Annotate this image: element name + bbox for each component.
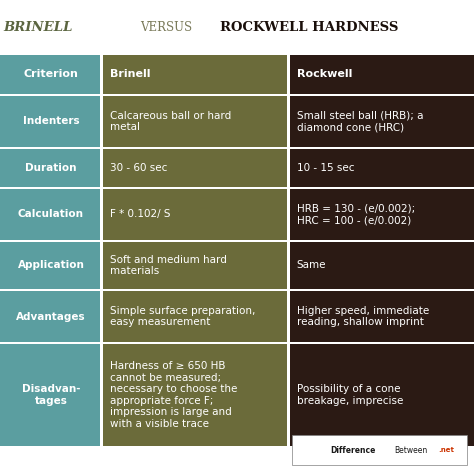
Text: Rockwell: Rockwell — [297, 69, 352, 79]
Bar — [0, 187, 474, 189]
Text: Between: Between — [394, 446, 428, 455]
Text: Application: Application — [18, 260, 84, 271]
Text: Brinell: Brinell — [110, 69, 151, 79]
Text: Hardness of ≥ 650 HB
cannot be measured;
necessary to choose the
appropriate for: Hardness of ≥ 650 HB cannot be measured;… — [110, 361, 238, 429]
Bar — [102, 291, 288, 342]
Text: Duration: Duration — [25, 163, 77, 173]
Text: Simple surface preparation,
easy measurement: Simple surface preparation, easy measure… — [110, 306, 256, 328]
Bar — [0, 147, 474, 149]
Text: Same: Same — [297, 260, 326, 271]
Text: VERSUS: VERSUS — [140, 21, 192, 34]
Bar — [102, 242, 288, 289]
Bar — [100, 55, 103, 446]
Text: Indenters: Indenters — [23, 116, 79, 127]
Bar — [102, 96, 288, 147]
Text: Advantages: Advantages — [16, 311, 86, 322]
Bar — [288, 291, 474, 342]
Text: Criterion: Criterion — [24, 69, 78, 79]
Bar — [288, 344, 474, 446]
Bar — [0, 55, 102, 94]
Bar — [0, 240, 474, 242]
FancyBboxPatch shape — [292, 435, 467, 465]
Bar — [102, 189, 288, 240]
Bar — [0, 189, 102, 240]
Text: Difference: Difference — [330, 446, 375, 455]
Bar — [288, 96, 474, 147]
Text: F * 0.102/ S: F * 0.102/ S — [110, 209, 171, 219]
Text: Calculation: Calculation — [18, 209, 84, 219]
Bar — [102, 55, 288, 94]
Text: Higher speed, immediate
reading, shallow imprint: Higher speed, immediate reading, shallow… — [297, 306, 429, 328]
Bar — [0, 242, 102, 289]
Bar — [102, 149, 288, 187]
Bar — [287, 55, 290, 446]
Text: Small steel ball (HRB); a
diamond cone (HRC): Small steel ball (HRB); a diamond cone (… — [297, 110, 423, 132]
Bar — [288, 242, 474, 289]
Text: .net: .net — [438, 447, 454, 453]
Bar — [0, 344, 102, 446]
Text: Disadvan-
tages: Disadvan- tages — [22, 384, 80, 406]
Text: 10 - 15 sec: 10 - 15 sec — [297, 163, 354, 173]
Bar — [0, 94, 474, 96]
Text: ROCKWELL HARDNESS: ROCKWELL HARDNESS — [220, 21, 399, 34]
Text: Calcareous ball or hard
metal: Calcareous ball or hard metal — [110, 110, 232, 132]
Text: Soft and medium hard
materials: Soft and medium hard materials — [110, 255, 228, 276]
Text: HRB = 130 - (e/0.002);
HRC = 100 - (e/0.002): HRB = 130 - (e/0.002); HRC = 100 - (e/0.… — [297, 203, 415, 225]
Bar — [288, 149, 474, 187]
Bar — [288, 189, 474, 240]
Bar — [0, 289, 474, 291]
Bar — [0, 96, 102, 147]
Bar — [0, 291, 102, 342]
Text: BRINELL: BRINELL — [4, 21, 73, 34]
Bar — [0, 149, 102, 187]
Text: Possibility of a cone
breakage, imprecise: Possibility of a cone breakage, imprecis… — [297, 384, 403, 406]
Bar — [0, 342, 474, 344]
Text: 30 - 60 sec: 30 - 60 sec — [110, 163, 168, 173]
Bar — [288, 55, 474, 94]
Bar — [102, 344, 288, 446]
